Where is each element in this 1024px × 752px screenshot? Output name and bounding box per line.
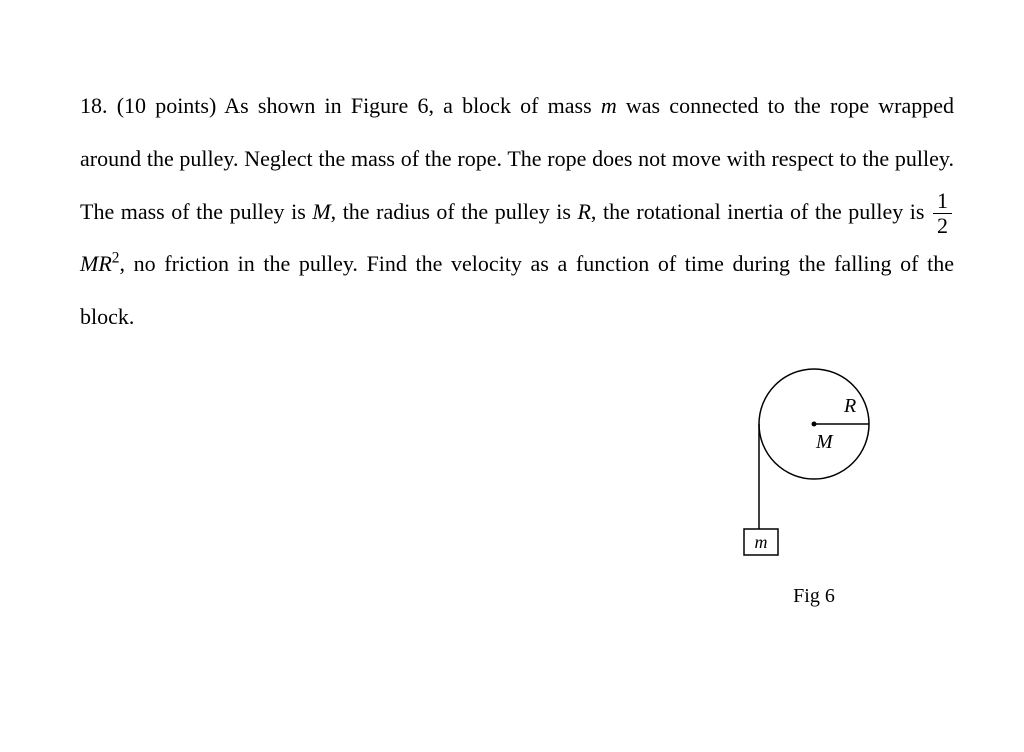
var-R: R [577, 199, 590, 224]
var-m: m [601, 93, 617, 118]
fraction-half: 1 2 [933, 189, 952, 238]
figure-area: RMm Fig 6 [724, 354, 904, 604]
points-label: (10 points) [117, 93, 217, 118]
var-MR2-R: R [98, 251, 111, 276]
frac-numerator: 1 [933, 189, 952, 214]
var-M: M [312, 199, 330, 224]
page-container: 18. (10 points) As shown in Figure 6, a … [0, 0, 1024, 344]
text-part1: As shown in Figure 6, a block of mass [224, 93, 591, 118]
svg-text:M: M [815, 431, 834, 453]
figure-caption: Fig 6 [724, 572, 904, 620]
problem-text: 18. (10 points) As shown in Figure 6, a … [80, 80, 954, 344]
pulley-diagram: RMm [724, 354, 904, 564]
var-MR2-M: M [80, 251, 98, 276]
problem-number: 18. [80, 93, 108, 118]
svg-text:m: m [755, 532, 768, 552]
text-part3: , the radius of the pulley is [331, 199, 571, 224]
text-part4: , the rotational inertia of the pulley i… [591, 199, 925, 224]
svg-text:R: R [843, 395, 856, 417]
frac-denominator: 2 [933, 214, 952, 238]
text-part5: , no friction in the pulley. Find the ve… [80, 251, 954, 329]
